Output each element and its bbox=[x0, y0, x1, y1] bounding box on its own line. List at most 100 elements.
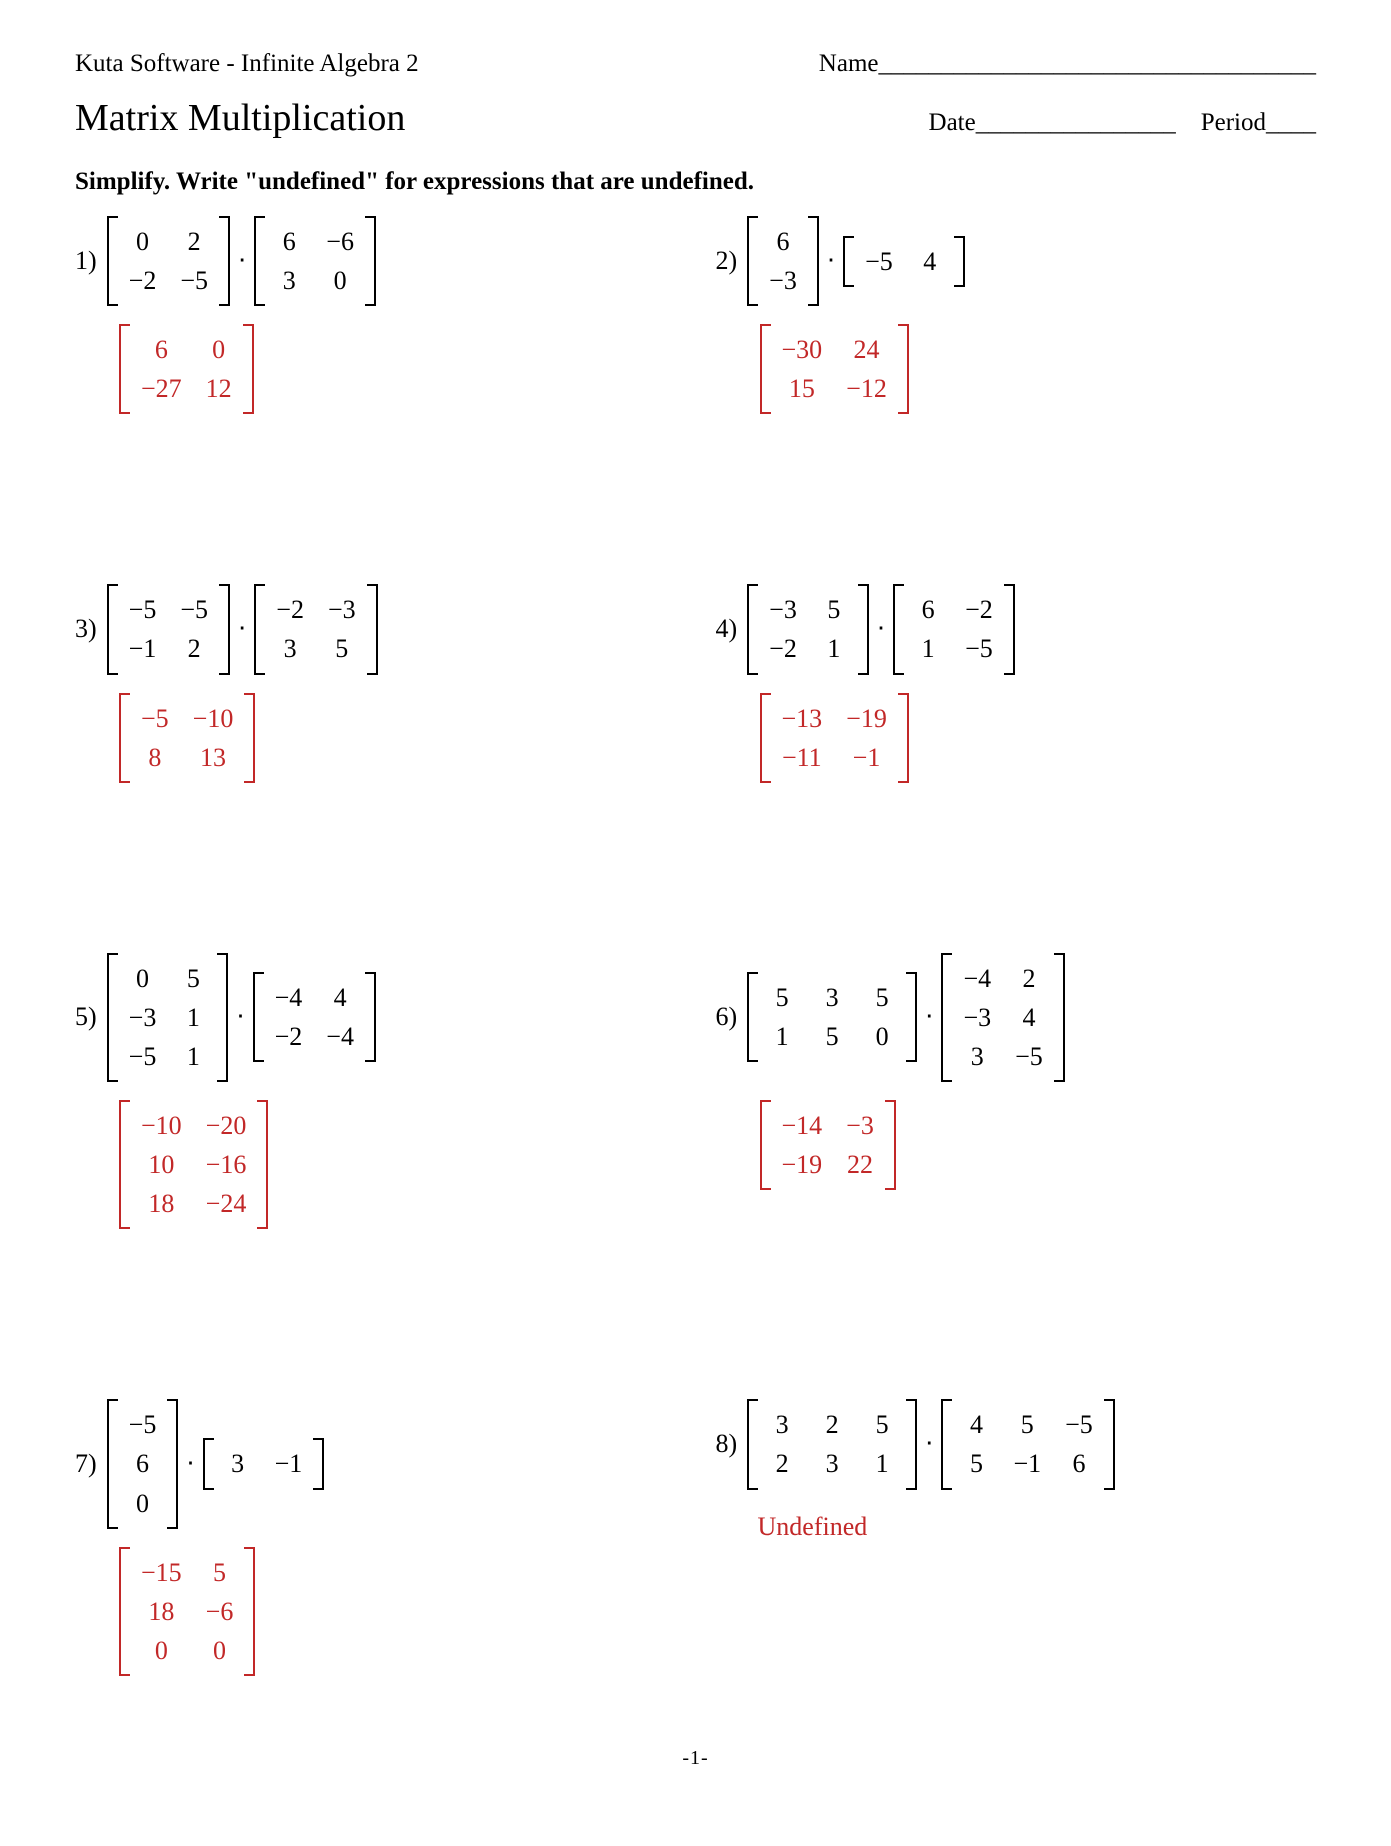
matrix-row: 18−6 bbox=[129, 1592, 245, 1631]
matrix-row: −44 bbox=[263, 978, 366, 1017]
matrix-cell: −2 bbox=[757, 629, 809, 668]
matrix-cell: −5 bbox=[953, 629, 1005, 668]
matrix-row: 325 bbox=[757, 1405, 907, 1444]
page-footer: -1- bbox=[0, 1747, 1391, 1770]
matrix: 05−31−51 bbox=[107, 953, 229, 1082]
matrix-cell: 5 bbox=[194, 1553, 246, 1592]
matrix-cell: 0 bbox=[129, 1631, 194, 1670]
answer-matrix: −14−3−1922 bbox=[760, 1100, 896, 1190]
matrix-cell: −2 bbox=[953, 590, 1005, 629]
matrix-cell: −2 bbox=[117, 261, 169, 300]
matrix-cell: −4 bbox=[263, 978, 315, 1017]
matrix-cell: 4 bbox=[905, 242, 955, 281]
matrix-cell: 22 bbox=[834, 1145, 886, 1184]
matrix-cell: −30 bbox=[770, 330, 835, 369]
matrix-cell: 3 bbox=[807, 978, 857, 1017]
answer-block: −10−2010−1618−24 bbox=[117, 1100, 676, 1229]
matrix-row: −31 bbox=[117, 998, 219, 1037]
matrix-cell: 18 bbox=[129, 1184, 194, 1223]
matrix-cell: −3 bbox=[117, 998, 169, 1037]
matrix-cell: −5 bbox=[1053, 1405, 1105, 1444]
instructions: Simplify. Write "undefined" for expressi… bbox=[75, 168, 1316, 196]
problem: 8)325231⋅45−55−16Undefined bbox=[716, 1399, 1317, 1676]
matrix-cell: 13 bbox=[181, 738, 246, 777]
matrix-cell: −6 bbox=[194, 1592, 246, 1631]
matrix-cell: 2 bbox=[168, 222, 220, 261]
matrix-cell: 4 bbox=[314, 978, 366, 1017]
answer-matrix: −5−10813 bbox=[119, 693, 255, 783]
problem-number: 2) bbox=[716, 246, 738, 276]
matrix-row: 0 bbox=[117, 1484, 169, 1523]
problem-expression: 5)05−31−51⋅−44−2−4 bbox=[75, 953, 676, 1082]
matrix-cell: 6 bbox=[1053, 1444, 1105, 1483]
matrix-cell: 0 bbox=[117, 1484, 169, 1523]
matrix-cell: 6 bbox=[757, 222, 809, 261]
matrix-cell: −4 bbox=[951, 959, 1003, 998]
matrix-cell: 0 bbox=[857, 1017, 907, 1056]
matrix-cell: 4 bbox=[1003, 998, 1055, 1037]
matrix-cell: −2 bbox=[263, 1017, 315, 1056]
matrix-row: 3−5 bbox=[951, 1037, 1054, 1076]
matrix: 6−630 bbox=[254, 216, 376, 306]
matrix-row: −5−10 bbox=[129, 699, 245, 738]
matrix-row: 18−24 bbox=[129, 1184, 258, 1223]
problem-number: 7) bbox=[75, 1449, 97, 1479]
matrix-cell: 0 bbox=[314, 261, 366, 300]
title-row: Matrix Multiplication Date______________… bbox=[75, 96, 1316, 140]
software-name: Kuta Software - Infinite Algebra 2 bbox=[75, 50, 419, 78]
matrix-row: −3024 bbox=[770, 330, 899, 369]
answer-matrix: −10−2010−1618−24 bbox=[119, 1100, 268, 1229]
problem-number: 1) bbox=[75, 246, 97, 276]
matrix: −560 bbox=[107, 1399, 179, 1528]
worksheet-page: Kuta Software - Infinite Algebra 2 Name_… bbox=[0, 0, 1391, 1800]
matrix-row: 02 bbox=[117, 222, 220, 261]
matrix-cell: −3 bbox=[951, 998, 1003, 1037]
matrix-cell: −5 bbox=[853, 242, 905, 281]
matrix: −35−21 bbox=[747, 584, 869, 674]
matrix-row: −2712 bbox=[129, 369, 244, 408]
matrix-row: 00 bbox=[129, 1631, 245, 1670]
answer-block: −13−19−11−1 bbox=[758, 693, 1317, 783]
matrix-cell: 4 bbox=[951, 1405, 1001, 1444]
matrix-cell: −15 bbox=[129, 1553, 194, 1592]
matrix-cell: −24 bbox=[194, 1184, 259, 1223]
problem-expression: 2)6−3⋅−54 bbox=[716, 216, 1317, 306]
matrix-cell: −12 bbox=[834, 369, 899, 408]
matrix-row: −5 bbox=[117, 1405, 169, 1444]
problem: 3)−5−5−12⋅−2−335−5−10813 bbox=[75, 584, 676, 782]
matrix-cell: 8 bbox=[129, 738, 181, 777]
matrix-row: −54 bbox=[853, 242, 955, 281]
matrix-row: 6 bbox=[117, 1444, 169, 1483]
matrix-row: 10−16 bbox=[129, 1145, 258, 1184]
matrix-row: 6−2 bbox=[903, 590, 1005, 629]
matrix-cell: 6 bbox=[129, 330, 194, 369]
matrix: −42−343−5 bbox=[941, 953, 1064, 1082]
matrix-cell: −3 bbox=[316, 590, 368, 629]
problem: 6)535150⋅−42−343−5−14−3−1922 bbox=[716, 953, 1317, 1230]
multiplication-dot: ⋅ bbox=[238, 246, 246, 276]
matrix-cell: −20 bbox=[194, 1106, 259, 1145]
matrix-row: −2−3 bbox=[264, 590, 367, 629]
matrix-cell: 1 bbox=[903, 629, 953, 668]
answer-undefined: Undefined bbox=[758, 1512, 1317, 1542]
period-label: Period____ bbox=[1201, 109, 1316, 136]
matrix-cell: −5 bbox=[168, 590, 220, 629]
matrix-cell: 3 bbox=[213, 1444, 263, 1483]
matrix-cell: −5 bbox=[117, 1405, 169, 1444]
matrix: 45−55−16 bbox=[941, 1399, 1114, 1489]
answer-matrix: −15518−600 bbox=[119, 1547, 255, 1676]
matrix-cell: 24 bbox=[834, 330, 899, 369]
matrix-row: 35 bbox=[264, 629, 367, 668]
matrix-cell: −19 bbox=[834, 699, 899, 738]
matrix-cell: −19 bbox=[770, 1145, 835, 1184]
matrix-cell: 5 bbox=[951, 1444, 1001, 1483]
multiplication-dot: ⋅ bbox=[877, 614, 885, 644]
matrix-cell: 5 bbox=[807, 1017, 857, 1056]
problem: 7)−560⋅3−1−15518−600 bbox=[75, 1399, 676, 1676]
matrix-cell: 2 bbox=[807, 1405, 857, 1444]
problem-expression: 4)−35−21⋅6−21−5 bbox=[716, 584, 1317, 674]
matrix-cell: 5 bbox=[809, 590, 859, 629]
matrix-row: −155 bbox=[129, 1553, 245, 1592]
matrix-cell: 2 bbox=[757, 1444, 807, 1483]
matrix-cell: −3 bbox=[757, 261, 809, 300]
